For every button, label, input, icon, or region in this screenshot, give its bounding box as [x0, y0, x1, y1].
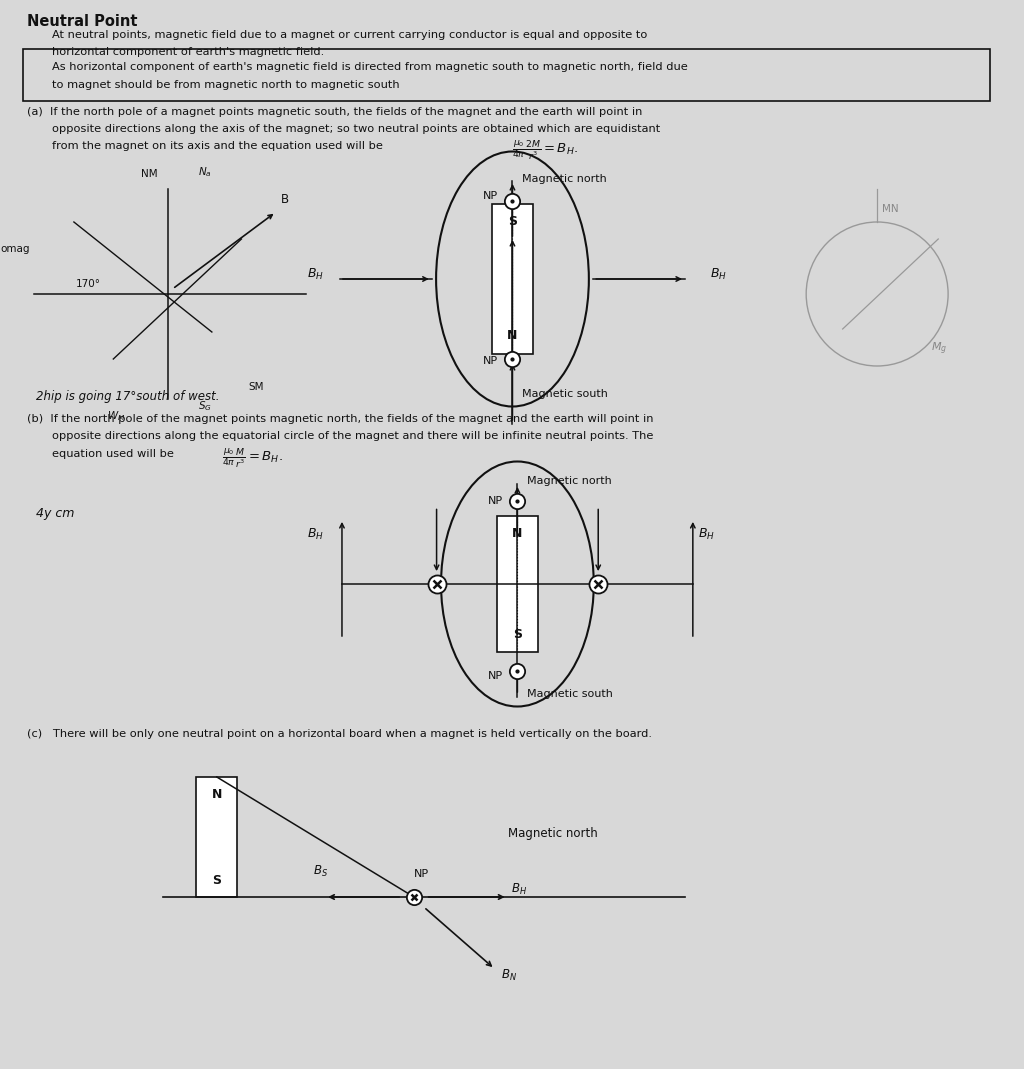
- Text: N: N: [512, 527, 522, 540]
- Text: $\frac{\mu_0}{4\pi}\frac{M}{r^3} = B_H.$: $\frac{\mu_0}{4\pi}\frac{M}{r^3} = B_H.$: [222, 447, 283, 470]
- Text: S: S: [212, 873, 221, 886]
- Text: $B_H$: $B_H$: [710, 266, 726, 281]
- Text: N: N: [212, 788, 222, 801]
- Text: NM: NM: [141, 169, 158, 179]
- Text: $B_H$: $B_H$: [697, 526, 715, 542]
- Text: SM: SM: [249, 382, 264, 392]
- Bar: [197, 777, 238, 897]
- Text: opposite directions along the axis of the magnet; so two neutral points are obta: opposite directions along the axis of th…: [52, 124, 660, 134]
- Text: At neutral points, magnetic field due to a magnet or current carrying conductor : At neutral points, magnetic field due to…: [52, 30, 647, 40]
- Text: Magnetic north: Magnetic north: [522, 174, 607, 184]
- Text: horizontal component of earth's magnetic field.: horizontal component of earth's magnetic…: [52, 47, 325, 57]
- Text: $W_M$: $W_M$: [108, 409, 125, 423]
- Text: (a)  If the north pole of a magnet points magnetic south, the fields of the magn: (a) If the north pole of a magnet points…: [27, 107, 642, 117]
- Text: equation used will be: equation used will be: [52, 449, 178, 459]
- Text: (b)  If the north pole of the magnet points magnetic north, the fields of the ma: (b) If the north pole of the magnet poin…: [27, 414, 653, 424]
- Text: from the magnet on its axis and the equation used will be: from the magnet on its axis and the equa…: [52, 141, 387, 151]
- Text: $B_H$: $B_H$: [307, 266, 324, 281]
- Text: (c)   There will be only one neutral point on a horizontal board when a magnet i: (c) There will be only one neutral point…: [27, 729, 651, 739]
- Text: 170°: 170°: [76, 279, 100, 289]
- Text: NP: NP: [482, 356, 498, 366]
- Text: $B_N$: $B_N$: [501, 967, 517, 982]
- Bar: [497, 516, 538, 651]
- Text: B: B: [281, 193, 289, 206]
- Text: opposite directions along the equatorial circle of the magnet and there will be : opposite directions along the equatorial…: [52, 431, 653, 441]
- Text: Magnetic south: Magnetic south: [527, 690, 613, 699]
- Text: $B_S$: $B_S$: [312, 864, 328, 879]
- Text: NP: NP: [487, 496, 503, 506]
- Text: Magnetic north: Magnetic north: [527, 476, 612, 486]
- Text: MN: MN: [882, 204, 899, 214]
- Text: $M_g$: $M_g$: [932, 341, 947, 357]
- Text: N: N: [507, 329, 518, 342]
- Text: Neutral Point: Neutral Point: [27, 14, 137, 29]
- Text: Magnetic south: Magnetic south: [522, 389, 608, 399]
- Text: Magnetic north: Magnetic north: [508, 827, 597, 840]
- Text: 2hip is going 17°south of west.: 2hip is going 17°south of west.: [37, 390, 220, 403]
- Text: to magnet should be from magnetic north to magnetic south: to magnet should be from magnetic north …: [52, 80, 399, 90]
- Text: $\frac{\mu_0}{4\pi}\frac{2M}{r^3} = B_H.$: $\frac{\mu_0}{4\pi}\frac{2M}{r^3} = B_H.…: [512, 139, 579, 162]
- FancyBboxPatch shape: [23, 49, 990, 100]
- Text: omag: omag: [0, 244, 30, 254]
- Text: S: S: [513, 628, 522, 641]
- Text: 4y cm: 4y cm: [37, 508, 75, 521]
- Text: $B_H$: $B_H$: [511, 882, 526, 897]
- Text: NP: NP: [415, 869, 429, 879]
- Text: S: S: [508, 216, 517, 229]
- Text: $B_H$: $B_H$: [307, 526, 325, 542]
- Text: $S_G$: $S_G$: [198, 399, 212, 413]
- Text: $N_a$: $N_a$: [198, 166, 212, 179]
- Text: NP: NP: [482, 191, 498, 201]
- Bar: [492, 204, 534, 354]
- Text: As horizontal component of earth's magnetic field is directed from magnetic sout: As horizontal component of earth's magne…: [52, 62, 688, 72]
- Text: NP: NP: [487, 671, 503, 681]
